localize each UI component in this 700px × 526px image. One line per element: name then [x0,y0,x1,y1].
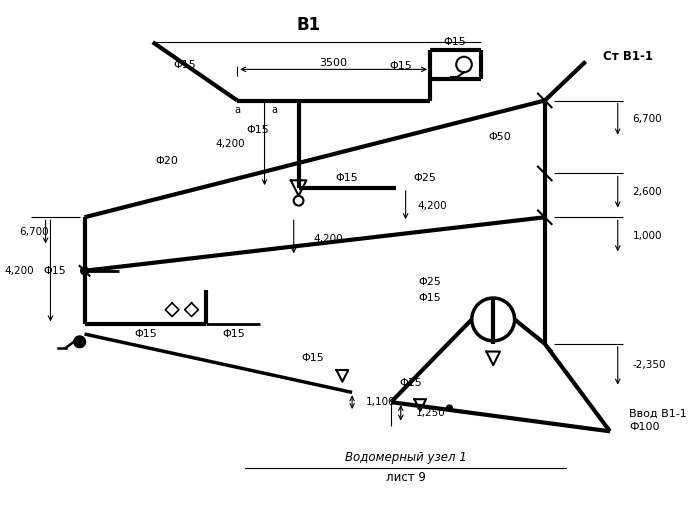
Text: Ввод В1-1: Ввод В1-1 [629,409,687,419]
Circle shape [447,405,452,411]
Text: Φ15: Φ15 [389,62,412,72]
Text: Φ15: Φ15 [43,266,66,276]
Text: 6,700: 6,700 [20,227,49,237]
Text: а: а [272,105,277,115]
Text: Φ25: Φ25 [419,277,442,288]
Text: Φ15: Φ15 [302,353,325,363]
Text: 4,200: 4,200 [417,200,447,210]
Text: Φ15: Φ15 [134,329,158,339]
Text: Φ15: Φ15 [174,59,196,69]
Text: 1,250: 1,250 [415,408,445,418]
Text: Ф100: Ф100 [629,422,660,432]
Text: Φ50: Φ50 [488,133,511,143]
Text: 1,000: 1,000 [632,231,662,241]
Text: Ст В1-1: Ст В1-1 [603,50,653,63]
Text: 4,200: 4,200 [4,266,34,276]
Circle shape [74,336,85,348]
Text: Φ15: Φ15 [444,37,467,47]
Text: 4,200: 4,200 [216,139,245,149]
Text: 3500: 3500 [320,57,348,67]
Text: а: а [234,105,240,115]
Text: 4,200: 4,200 [313,234,343,244]
Text: Φ20: Φ20 [156,156,178,166]
Circle shape [80,267,88,275]
Text: В1: В1 [296,16,321,34]
Text: 6,700: 6,700 [632,114,662,124]
Text: Φ25: Φ25 [414,174,436,184]
Text: Водомерный узел 1: Водомерный узел 1 [344,451,466,464]
Text: Φ15: Φ15 [246,125,270,135]
Text: 2,600: 2,600 [632,187,662,197]
Text: -2,350: -2,350 [632,360,666,370]
Text: Φ15: Φ15 [419,293,441,303]
Text: Φ15: Φ15 [222,329,245,339]
Text: Φ15: Φ15 [336,174,358,184]
Text: 1,100: 1,100 [365,397,396,407]
Text: лист 9: лист 9 [386,471,426,483]
Text: Φ15: Φ15 [399,378,422,388]
